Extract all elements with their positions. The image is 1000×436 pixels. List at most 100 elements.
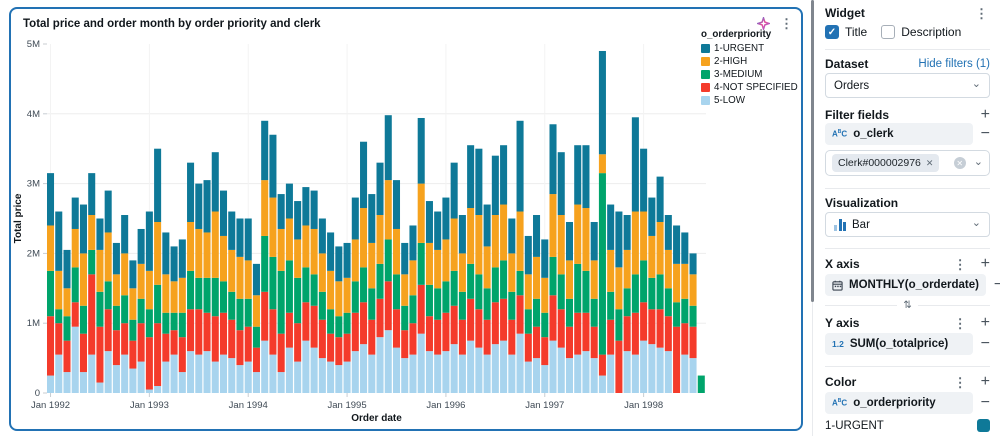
bar-segment[interactable] xyxy=(524,235,532,275)
bar-segment[interactable] xyxy=(244,298,252,327)
bar-segment[interactable] xyxy=(236,365,244,393)
bar-segment[interactable] xyxy=(47,173,55,226)
bar-segment[interactable] xyxy=(55,211,63,271)
bar-segment[interactable] xyxy=(557,274,565,310)
bar-segment[interactable] xyxy=(203,232,211,278)
bar-segment[interactable] xyxy=(96,326,104,383)
bar-segment[interactable] xyxy=(681,298,689,324)
bar-segment[interactable] xyxy=(154,284,162,324)
bar-segment[interactable] xyxy=(79,253,87,306)
bar-segment[interactable] xyxy=(104,190,112,233)
add-y-axis-button[interactable]: + xyxy=(980,314,990,331)
bar-segment[interactable] xyxy=(129,340,137,369)
bar-segment[interactable] xyxy=(615,267,623,310)
bar-segment[interactable] xyxy=(664,288,672,317)
bar-segment[interactable] xyxy=(162,274,170,313)
bar-segment[interactable] xyxy=(524,309,532,334)
bar-segment[interactable] xyxy=(178,312,186,338)
bar-segment[interactable] xyxy=(467,340,475,393)
y-axis-field[interactable]: 1.2 SUM(o_totalprice) xyxy=(825,333,973,355)
bar-segment[interactable] xyxy=(145,389,153,393)
bar-segment[interactable] xyxy=(360,302,368,345)
bar-segment[interactable] xyxy=(310,274,318,306)
bar-segment[interactable] xyxy=(129,368,137,393)
bar-segment[interactable] xyxy=(63,249,71,289)
bar-segment[interactable] xyxy=(170,246,178,282)
legend-item[interactable]: 2-HIGH xyxy=(701,56,803,67)
bar-segment[interactable] xyxy=(294,277,302,324)
bar-segment[interactable] xyxy=(409,354,417,393)
bar-segment[interactable] xyxy=(557,347,565,393)
bar-segment[interactable] xyxy=(244,361,252,393)
bar-segment[interactable] xyxy=(417,242,425,285)
bar-segment[interactable] xyxy=(442,351,450,393)
bar-segment[interactable] xyxy=(376,337,384,393)
bar-segment[interactable] xyxy=(261,120,269,181)
bar-segment[interactable] xyxy=(219,235,228,282)
bar-segment[interactable] xyxy=(508,218,516,254)
bar-segment[interactable] xyxy=(170,281,178,313)
bar-segment[interactable] xyxy=(145,211,153,271)
bar-segment[interactable] xyxy=(285,218,293,261)
bar-segment[interactable] xyxy=(392,228,401,275)
bar-segment[interactable] xyxy=(269,354,277,393)
bar-segment[interactable] xyxy=(360,344,368,393)
bar-segment[interactable] xyxy=(425,284,433,317)
bar-segment[interactable] xyxy=(327,361,335,393)
bar-segment[interactable] xyxy=(689,253,697,275)
bar-segment[interactable] xyxy=(648,197,656,236)
chip-remove-icon[interactable]: ✕ xyxy=(925,157,934,168)
bar-segment[interactable] xyxy=(590,326,598,359)
bar-segment[interactable] xyxy=(500,340,508,393)
bar-segment[interactable] xyxy=(574,263,582,313)
bar-segment[interactable] xyxy=(195,228,203,278)
bar-segment[interactable] xyxy=(203,180,211,233)
bar-segment[interactable] xyxy=(285,183,293,219)
bar-segment[interactable] xyxy=(154,221,162,285)
bar-segment[interactable] xyxy=(376,215,384,264)
bar-segment[interactable] xyxy=(615,211,623,268)
bar-segment[interactable] xyxy=(508,354,516,393)
bar-segment[interactable] xyxy=(121,215,129,254)
bar-segment[interactable] xyxy=(574,145,582,205)
bar-segment[interactable] xyxy=(88,354,96,393)
bar-segment[interactable] xyxy=(392,309,401,348)
bar-segment[interactable] xyxy=(195,277,203,310)
panel-scrollbar[interactable] xyxy=(811,0,814,302)
bar-segment[interactable] xyxy=(112,330,120,366)
bar-segment[interactable] xyxy=(401,330,409,359)
bar-segment[interactable] xyxy=(434,288,442,320)
bar-segment[interactable] xyxy=(335,365,343,393)
bar-segment[interactable] xyxy=(673,263,681,303)
bar-segment[interactable] xyxy=(335,281,343,317)
legend-item[interactable]: 5-LOW xyxy=(701,95,803,106)
bar-segment[interactable] xyxy=(689,358,697,393)
bar-segment[interactable] xyxy=(376,298,384,338)
bar-segment[interactable] xyxy=(491,215,499,268)
bar-segment[interactable] xyxy=(252,372,260,393)
bar-segment[interactable] xyxy=(425,201,433,243)
bar-segment[interactable] xyxy=(524,361,532,393)
bar-segment[interactable] xyxy=(598,375,606,393)
bar-segment[interactable] xyxy=(252,295,260,327)
bar-segment[interactable] xyxy=(648,277,656,310)
bar-segment[interactable] xyxy=(343,361,351,393)
bar-segment[interactable] xyxy=(689,326,697,359)
bar-segment[interactable] xyxy=(541,365,549,393)
bar-segment[interactable] xyxy=(508,291,516,320)
y-axis-menu-icon[interactable]: ⋮ xyxy=(953,315,967,331)
bar-segment[interactable] xyxy=(392,274,401,310)
bar-segment[interactable] xyxy=(516,270,524,296)
bar-segment[interactable] xyxy=(425,316,433,352)
bar-segment[interactable] xyxy=(343,242,351,278)
bar-segment[interactable] xyxy=(483,354,491,393)
bar-segment[interactable] xyxy=(640,211,648,261)
bar-segment[interactable] xyxy=(129,319,137,341)
bar-segment[interactable] xyxy=(318,319,326,359)
bar-segment[interactable] xyxy=(203,312,211,352)
bar-segment[interactable] xyxy=(327,270,335,310)
bar-segment[interactable] xyxy=(475,215,483,275)
remove-filter-button[interactable]: − xyxy=(980,125,990,142)
bar-segment[interactable] xyxy=(648,235,656,278)
bar-segment[interactable] xyxy=(368,319,376,355)
